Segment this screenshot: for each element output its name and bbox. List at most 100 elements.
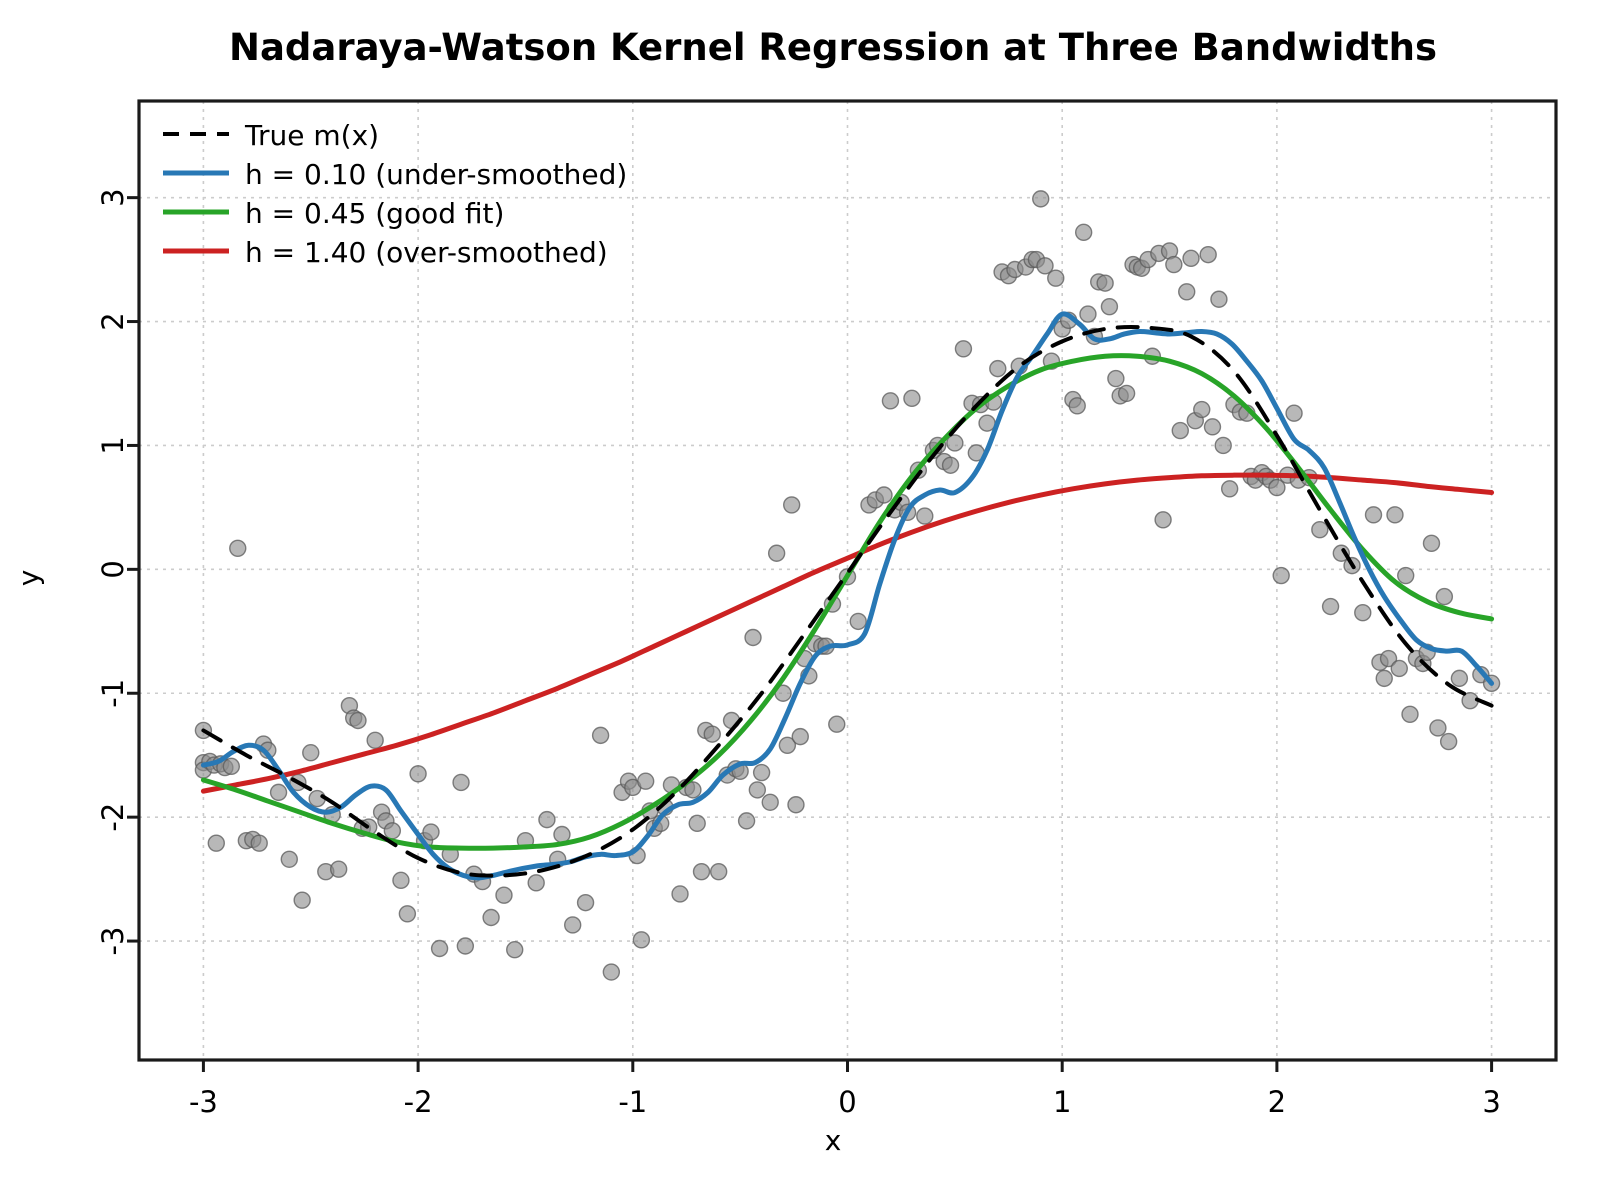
scatter-point bbox=[293, 891, 311, 909]
curve-h-1-40 bbox=[200, 472, 1495, 794]
scatter-point bbox=[709, 862, 728, 881]
legend-entry-1[interactable]: h = 0.10 (under-smoothed) bbox=[163, 158, 627, 191]
scatter-point bbox=[1047, 269, 1065, 287]
scatter-point bbox=[1422, 534, 1441, 553]
legend-label-1: h = 0.10 (under-smoothed) bbox=[245, 158, 627, 191]
scatter-point bbox=[903, 389, 921, 408]
scatter-point bbox=[636, 772, 655, 790]
scatter-point bbox=[1100, 297, 1119, 316]
scatter-point bbox=[269, 783, 288, 802]
scatter-point bbox=[1171, 421, 1189, 440]
legend-entry-2[interactable]: h = 0.45 (good fit) bbox=[163, 197, 504, 230]
scatter-point bbox=[280, 850, 298, 868]
x-tick-label: 1 bbox=[1053, 1085, 1071, 1119]
y-tick-label: -1 bbox=[96, 679, 130, 708]
y-tick-label: 3 bbox=[96, 188, 130, 206]
scatter-point bbox=[761, 793, 779, 811]
scatter-point bbox=[1311, 521, 1329, 539]
page-title: Nadaraya-Watson Kernel Regression at Thr… bbox=[229, 26, 1437, 69]
scatter-point bbox=[941, 456, 960, 474]
scatter-point bbox=[767, 544, 786, 562]
y-axis-label: y bbox=[12, 570, 45, 587]
scatter-point bbox=[737, 812, 756, 830]
scatter-point bbox=[591, 726, 610, 745]
x-tick-label: 0 bbox=[838, 1085, 856, 1119]
scatter-point bbox=[1332, 544, 1351, 562]
scatter-point bbox=[1397, 566, 1415, 585]
x-tick-label: 2 bbox=[1268, 1085, 1286, 1119]
scatter-point bbox=[392, 871, 410, 890]
scatter-point bbox=[452, 773, 470, 792]
scatter-point bbox=[752, 763, 771, 782]
scatter-point bbox=[1364, 506, 1383, 524]
scatter-point bbox=[1375, 669, 1393, 688]
scatter-point bbox=[1203, 418, 1222, 436]
scatter-point bbox=[946, 434, 964, 452]
scatter-point bbox=[828, 715, 846, 733]
scatter-point bbox=[692, 862, 711, 881]
scatter-point bbox=[207, 834, 225, 852]
scatter-point bbox=[383, 822, 402, 840]
scatter-point bbox=[430, 939, 449, 958]
scatter-point bbox=[409, 765, 427, 783]
legend-entry-3[interactable]: h = 1.40 (over-smoothed) bbox=[163, 236, 608, 269]
scatter-point bbox=[1178, 283, 1196, 301]
regression-curves bbox=[200, 311, 1495, 881]
scatter-point bbox=[782, 496, 801, 514]
x-tick-label: -2 bbox=[404, 1085, 433, 1119]
scatter-point bbox=[916, 507, 934, 525]
scatter-point bbox=[989, 359, 1007, 378]
scatter-point bbox=[703, 725, 721, 743]
x-tick-label: 3 bbox=[1482, 1085, 1500, 1119]
scatter-point bbox=[563, 916, 582, 934]
chart-legend[interactable]: True m(x) h = 0.10 (under-smoothed) h = 0.… bbox=[163, 119, 627, 269]
scatter-point bbox=[954, 340, 973, 358]
scatter-point bbox=[849, 612, 867, 631]
scatter-point bbox=[1096, 274, 1114, 292]
scatter-point bbox=[978, 414, 996, 432]
scatter-point bbox=[791, 727, 809, 746]
x-tick-label: -3 bbox=[189, 1085, 218, 1119]
scatter-point bbox=[456, 937, 475, 955]
scatter-point bbox=[576, 893, 595, 912]
scatter-point bbox=[787, 796, 805, 814]
scatter-point bbox=[1199, 245, 1217, 264]
scatter-point bbox=[329, 860, 348, 878]
curve-h-0-10 bbox=[200, 311, 1495, 881]
y-tick-label: 0 bbox=[96, 560, 130, 578]
scatter-point bbox=[1165, 255, 1183, 274]
scatter-point bbox=[1036, 257, 1054, 275]
scatter-point bbox=[1154, 511, 1172, 529]
scatter-point bbox=[1439, 732, 1458, 751]
scatter-point bbox=[553, 825, 571, 844]
scatter-point bbox=[671, 885, 689, 903]
scatter-point bbox=[506, 941, 524, 959]
scatter-point bbox=[1390, 659, 1408, 678]
scatter-point bbox=[1214, 436, 1232, 455]
scatter-point bbox=[1321, 597, 1340, 616]
scatter-point bbox=[250, 834, 268, 852]
scatter-point bbox=[1435, 587, 1454, 606]
scatter-point bbox=[1193, 400, 1211, 419]
scatter-point bbox=[1386, 506, 1404, 524]
scatter-point bbox=[229, 539, 247, 557]
scatter-point bbox=[684, 781, 702, 799]
y-tick-label: -2 bbox=[96, 803, 130, 832]
scatter-point bbox=[349, 711, 367, 730]
scatter-point bbox=[422, 823, 440, 841]
scatter-point bbox=[778, 736, 797, 754]
scatter-point bbox=[1220, 480, 1239, 498]
scatter-point bbox=[1210, 290, 1228, 308]
x-tick-label: -1 bbox=[618, 1085, 647, 1119]
scatter-point bbox=[527, 874, 545, 892]
scatter-point bbox=[1401, 705, 1419, 724]
scatter-point bbox=[1379, 649, 1398, 668]
scatter-point bbox=[881, 392, 900, 410]
legend-entry-0[interactable]: True m(x) bbox=[163, 119, 379, 152]
scatter-point bbox=[1074, 223, 1093, 242]
scatter-point bbox=[495, 886, 513, 904]
scatter-point bbox=[744, 628, 762, 647]
scatter-point bbox=[1107, 369, 1125, 388]
scatter-point bbox=[222, 757, 241, 776]
